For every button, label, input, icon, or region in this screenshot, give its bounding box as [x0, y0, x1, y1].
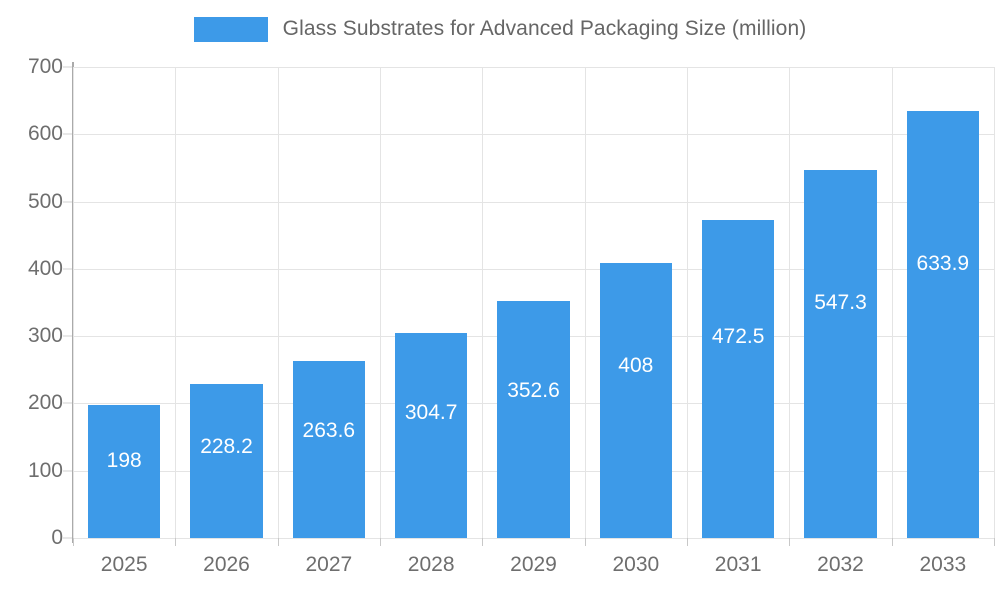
y-axis-tick-mark [63, 66, 72, 68]
y-axis-ticks: 0 100 200 300 400 500 600 700 [0, 55, 72, 549]
bar-value-label: 472.5 [711, 324, 765, 348]
gridline-horizontal [73, 134, 994, 136]
bar-value-label: 263.6 [302, 419, 356, 443]
x-axis-tick-mark [687, 538, 688, 546]
bar-value-label: 633.9 [916, 252, 970, 276]
gridline-horizontal [73, 538, 994, 539]
bar-value-label: 304.7 [404, 400, 458, 424]
bar-value-label: 547.3 [814, 291, 867, 315]
gridline-vertical [994, 67, 995, 538]
x-axis-tick-label: 2032 [817, 553, 864, 576]
y-axis-tick-mark [63, 133, 72, 135]
x-axis-tick-label: 2033 [919, 553, 967, 576]
y-axis-tick-mark [63, 402, 72, 404]
bar[interactable]: 547.3 [804, 169, 877, 538]
gridline-vertical [892, 67, 893, 538]
x-axis-tick-mark [482, 538, 483, 546]
x-axis-tick-mark [994, 538, 995, 546]
x-axis-tick-mark [278, 538, 279, 546]
y-axis-tick-mark [63, 268, 72, 270]
gridline-vertical [482, 67, 483, 538]
y-axis-tick-mark [63, 537, 72, 539]
x-axis-tick-label: 2031 [714, 553, 762, 576]
x-axis-tick-label: 2028 [407, 553, 455, 576]
plot-area: 198 228.2 263.6 304.7 352.6 408 472.5 547.3 633.… [73, 67, 995, 539]
x-axis-tick-mark [789, 538, 790, 546]
bar[interactable]: 352.6 [497, 300, 570, 538]
y-axis-tick-mark [63, 470, 72, 472]
bar-value-label: 352.6 [507, 379, 560, 403]
bar-value-label: 228.2 [200, 435, 253, 459]
bar[interactable]: 304.7 [395, 332, 468, 538]
gridline-vertical [380, 67, 381, 538]
gridline-vertical [175, 67, 176, 538]
gridline-vertical [789, 67, 790, 538]
gridline-vertical [687, 67, 688, 538]
x-axis-tick-label: 2030 [612, 553, 660, 576]
x-axis-tick-mark [175, 538, 176, 546]
chart-legend: Glass Substrates for Advanced Packaging … [0, 0, 1000, 58]
gridline-vertical [73, 67, 74, 538]
y-axis-tick-label: 300 [27, 324, 63, 348]
y-axis-tick-mark [63, 335, 72, 337]
legend-color-swatch [193, 16, 268, 42]
x-axis-tick-label: 2027 [305, 553, 353, 576]
y-axis-tick-label: 500 [27, 189, 63, 213]
gridline-horizontal [73, 268, 994, 270]
x-axis-tick-label: 2025 [100, 553, 148, 576]
y-axis-tick-label: 700 [27, 55, 63, 78]
gridline-vertical [278, 67, 279, 538]
legend-label: Glass Substrates for Advanced Packaging … [282, 17, 807, 40]
x-axis-tick-mark [892, 538, 893, 546]
x-axis-tick-mark [73, 538, 74, 546]
gridline-horizontal [73, 67, 994, 68]
y-axis-tick-label: 200 [27, 391, 63, 415]
bar[interactable]: 408 [599, 263, 672, 538]
y-axis-tick-label: 0 [51, 526, 63, 549]
y-axis-tick-label: 400 [27, 256, 63, 280]
bar-value-label: 408 [618, 354, 654, 378]
x-axis-tick-mark [380, 538, 381, 546]
bar[interactable]: 263.6 [292, 360, 365, 538]
y-axis-tick-label: 600 [27, 122, 63, 146]
legend-item[interactable]: Glass Substrates for Advanced Packaging … [193, 16, 807, 42]
x-axis-tick-mark [585, 538, 586, 546]
y-axis-tick-mark [63, 201, 72, 203]
x-axis-tick-label: 2026 [203, 553, 250, 576]
y-axis-tick-label: 100 [27, 458, 63, 482]
bar[interactable]: 198 [88, 404, 161, 538]
x-axis-tick-label: 2029 [510, 553, 557, 576]
bar[interactable]: 633.9 [906, 111, 979, 538]
gridline-vertical [585, 67, 586, 538]
bar[interactable]: 228.2 [190, 384, 263, 538]
bar-value-label: 198 [106, 448, 142, 472]
gridline-horizontal [73, 201, 994, 203]
bar[interactable]: 472.5 [702, 220, 775, 538]
